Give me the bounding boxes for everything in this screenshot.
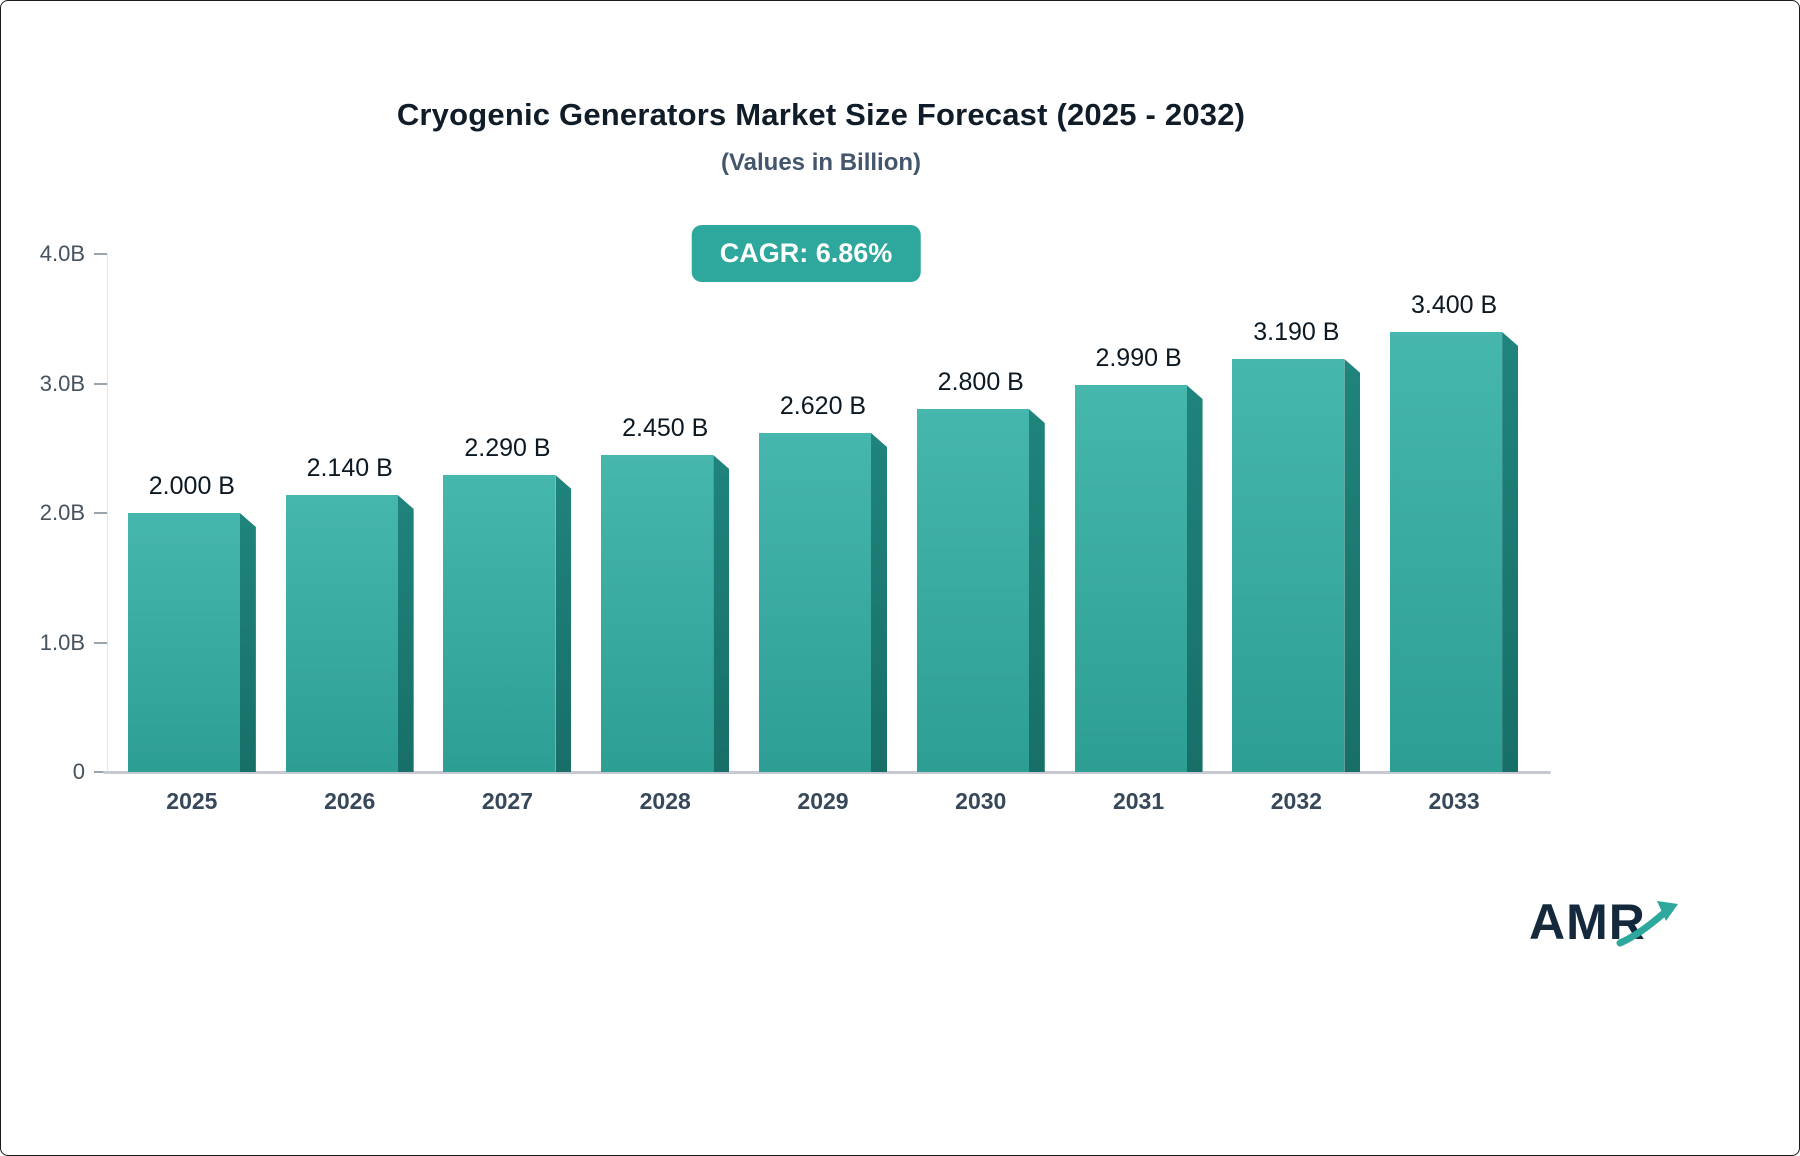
bar-group-2033: 3.400 B — [1379, 254, 1529, 772]
bar-group-2031: 2.990 B — [1064, 254, 1214, 772]
y-tick-mark — [94, 382, 107, 385]
bar-group-2025: 2.000 B — [117, 254, 267, 772]
bar-side — [1028, 409, 1045, 772]
chart-title: Cryogenic Generators Market Size Forecas… — [396, 97, 1246, 132]
y-tick-label: 1.0B — [39, 629, 85, 655]
y-tick-mark — [94, 512, 107, 514]
bar-face — [601, 455, 714, 772]
y-tick-0: 0 — [73, 759, 107, 785]
bar-face — [1232, 359, 1345, 772]
bar-value-label: 2.290 B — [464, 434, 551, 462]
bar-group-2030: 2.800 B — [906, 254, 1056, 772]
x-axis-line — [103, 771, 1551, 774]
growth-arrow-icon — [1616, 901, 1678, 947]
chart-subtitle: (Values in Billion) — [720, 149, 922, 176]
bar-group-2028: 2.450 B — [590, 254, 740, 772]
bar-group-2027: 2.290 B — [432, 254, 582, 772]
x-label-2028: 2028 — [639, 788, 691, 814]
bar-value-label: 2.620 B — [779, 392, 867, 420]
y-tick-2.0B: 2.0B — [40, 500, 107, 526]
y-tick-label: 2.0B — [39, 500, 85, 525]
bar-face — [285, 495, 398, 772]
y-tick-4.0B: 4.0B — [40, 241, 107, 267]
brand-logo: AMR — [1529, 897, 1682, 951]
bar-value-label: 2.000 B — [148, 472, 235, 500]
bar-face — [916, 409, 1029, 772]
y-axis-line — [107, 254, 108, 772]
cagr-badge: CAGR: 6.86% — [691, 225, 921, 282]
bar-group-2032: 3.190 B — [1221, 254, 1371, 772]
bar-2032 — [1232, 359, 1361, 772]
bar-value-label: 2.800 B — [937, 368, 1024, 396]
x-label-2030: 2030 — [955, 788, 1007, 814]
bar-2030 — [916, 409, 1045, 772]
bar-side — [1344, 359, 1361, 772]
y-tick-mark — [94, 771, 107, 773]
bar-group-2026: 2.140 B — [275, 254, 425, 772]
bar-2025 — [127, 513, 256, 772]
bar-value-label: 2.450 B — [622, 414, 709, 442]
bar-value-label: 3.400 B — [1411, 291, 1498, 319]
y-tick-mark — [94, 641, 107, 644]
x-label-2033: 2033 — [1428, 788, 1480, 814]
bar-2029 — [759, 433, 887, 772]
y-tick-label: 3.0B — [39, 370, 85, 396]
bar-group-2029: 2.620 B — [748, 254, 898, 772]
bar-value-label: 3.190 B — [1253, 318, 1340, 346]
bar-face — [1390, 332, 1503, 772]
plot-area: 2.000 B 2.140 B 2.290 B 2.450 B 2.620 B 2.800… — [103, 254, 1551, 774]
bar-side — [871, 433, 887, 772]
bar-face — [1074, 385, 1187, 772]
x-label-2027: 2027 — [481, 788, 534, 814]
bar-value-label: 2.140 B — [306, 454, 393, 482]
bar-side — [397, 495, 414, 772]
bar-2026 — [285, 495, 414, 772]
bar-2027 — [443, 475, 572, 772]
y-tick-label: 4.0B — [39, 241, 85, 266]
x-label-2025: 2025 — [166, 788, 218, 814]
bar-2028 — [601, 455, 730, 772]
bar-2031 — [1074, 385, 1203, 772]
x-label-2029: 2029 — [797, 788, 849, 814]
x-axis-labels: 2025 2026 2027 2028 2029 2030 2031 2032 2033 — [113, 788, 1533, 818]
y-tick-label: 0 — [72, 759, 85, 784]
bar-side — [239, 513, 256, 772]
y-tick-3.0B: 3.0B — [40, 371, 107, 397]
bar-face — [759, 433, 871, 772]
x-label-2026: 2026 — [324, 788, 376, 814]
x-label-2031: 2031 — [1112, 788, 1165, 814]
bar-side — [1502, 332, 1519, 772]
y-axis: 4.0B 3.0B 2.0B 1.0B 0 — [1, 241, 107, 784]
bar-value-label: 2.990 B — [1095, 344, 1182, 372]
x-label-2032: 2032 — [1270, 788, 1322, 814]
bar-side — [713, 455, 730, 772]
y-tick-1.0B: 1.0B — [40, 630, 107, 656]
bar-side — [1186, 385, 1203, 772]
bar-face — [443, 475, 556, 772]
y-tick-mark — [94, 253, 107, 255]
bar-side — [555, 475, 572, 772]
bar-2033 — [1390, 332, 1519, 772]
bar-face — [127, 513, 240, 772]
